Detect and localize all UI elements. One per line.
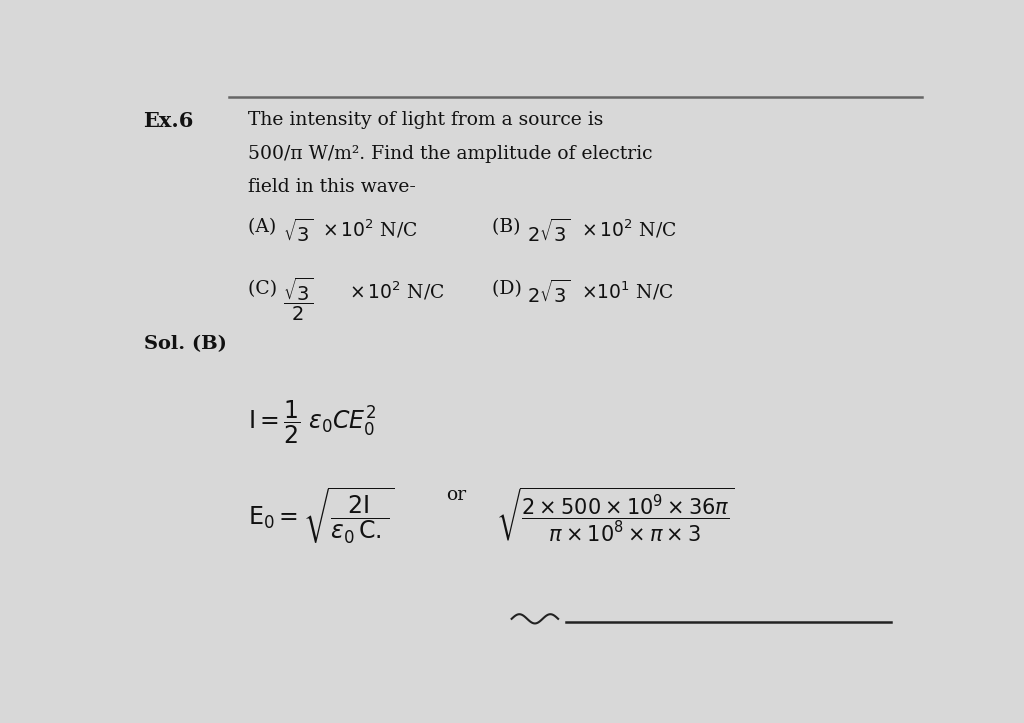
Text: or: or — [445, 486, 466, 504]
Text: (B): (B) — [493, 218, 526, 236]
Text: Ex.6: Ex.6 — [143, 111, 194, 131]
Text: (D): (D) — [493, 280, 528, 298]
Text: $\dfrac{\sqrt{3}}{2}$: $\dfrac{\sqrt{3}}{2}$ — [283, 276, 313, 323]
Text: $\sqrt{\dfrac{2\times 500\times 10^9\times 36\pi}{\pi\times 10^8\times\pi\times : $\sqrt{\dfrac{2\times 500\times 10^9\tim… — [496, 486, 735, 544]
Text: $\times 10^1$ N/C: $\times 10^1$ N/C — [582, 280, 674, 302]
Text: 500/π W/m². Find the amplitude of electric: 500/π W/m². Find the amplitude of electr… — [248, 145, 652, 163]
Text: $2\sqrt{3}$: $2\sqrt{3}$ — [527, 280, 570, 307]
Text: Sol. (B): Sol. (B) — [143, 335, 226, 354]
Text: $\times\,10^2$ N/C: $\times\,10^2$ N/C — [582, 218, 677, 241]
Text: $\times\,10^2$ N/C: $\times\,10^2$ N/C — [349, 280, 444, 302]
Text: (C): (C) — [248, 280, 284, 298]
Text: (A): (A) — [248, 218, 283, 236]
Text: field in this wave-: field in this wave- — [248, 179, 416, 197]
Text: $2\sqrt{3}$: $2\sqrt{3}$ — [527, 218, 570, 246]
Text: $\times\,10^2$ N/C: $\times\,10^2$ N/C — [322, 218, 418, 241]
Text: $\sqrt{3}$: $\sqrt{3}$ — [283, 218, 313, 246]
Text: $\mathrm{I} = \dfrac{1}{2}\;\epsilon_0 C E_0^2$: $\mathrm{I} = \dfrac{1}{2}\;\epsilon_0 C… — [248, 398, 377, 446]
Text: The intensity of light from a source is: The intensity of light from a source is — [248, 111, 603, 129]
Text: $\mathrm{E_0} = \sqrt{\dfrac{2\mathrm{I}}{\epsilon_0\,\mathrm{C.}}}$: $\mathrm{E_0} = \sqrt{\dfrac{2\mathrm{I}… — [248, 486, 395, 546]
